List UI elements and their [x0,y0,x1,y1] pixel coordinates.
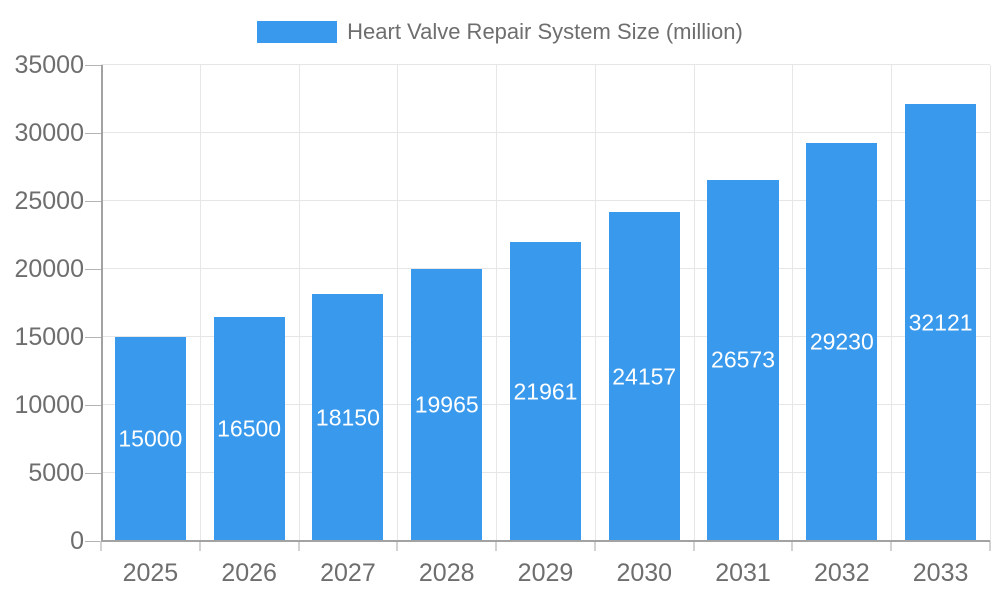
y-axis-tick [85,65,101,66]
bar-column: 32121 [891,65,990,541]
y-axis-tick-label: 0 [70,527,84,555]
bar-column: 26573 [694,65,793,541]
x-axis-category-label: 2027 [320,559,376,587]
y-axis-tick [85,473,101,474]
y-axis-tick [85,337,101,338]
bar-column: 24157 [595,65,694,541]
legend-series-label: Heart Valve Repair System Size (million) [347,19,743,44]
v-gridline [298,65,300,541]
x-axis-category-label: 2033 [912,559,969,587]
x-axis-category-label: 2030 [616,559,673,587]
bar-2028[interactable]: 19965 [411,269,483,541]
x-axis-tick [692,541,695,551]
bar-2031[interactable]: 26573 [707,179,779,541]
bar-value-label: 21961 [513,378,578,405]
v-gridline [990,65,991,541]
x-axis-tick [791,541,794,551]
bar-2025[interactable]: 15000 [114,337,186,541]
x-axis-line [101,540,990,542]
x-axis-category-label: 2029 [517,559,574,587]
x-axis-tick [495,541,498,551]
bar-2030[interactable]: 24157 [608,212,680,541]
v-gridline [693,65,695,541]
h-gridline [101,200,990,201]
bar-2032[interactable]: 29230 [806,143,878,541]
bar-2029[interactable]: 21961 [509,242,582,541]
x-axis-tick [198,541,201,551]
bar-2027[interactable]: 18150 [312,294,384,541]
x-axis-tick [297,541,300,551]
x-axis-category-label: 2025 [122,559,179,587]
x-axis-tick [989,541,991,551]
y-axis-tick [85,541,101,542]
h-gridline [101,132,990,133]
x-axis-tick [396,541,399,551]
bar-2033[interactable]: 32121 [905,104,977,541]
bar-column: 21961 [496,65,595,541]
bar-column: 16500 [200,65,299,541]
bar-value-label: 24157 [612,363,677,390]
v-gridline [594,65,596,541]
bar-value-label: 19965 [414,391,479,418]
y-axis-tick [85,269,101,270]
bar-value-label: 18150 [315,404,380,431]
plot-area: 15000 16500 18150 19965 21961 24157 26573 29230… [101,64,991,542]
h-gridline [101,64,990,65]
legend[interactable]: Heart Valve Repair System Size (million) [0,21,1000,43]
v-gridline [199,65,201,541]
x-axis-category-label: 2026 [221,559,277,587]
x-axis-tick [100,541,102,551]
y-axis-tick [85,133,101,134]
bar-column: 15000 [101,65,200,541]
x-axis-category-label: 2028 [418,559,475,587]
y-axis-tick [85,405,101,406]
y-axis-tick-label: 30000 [14,119,84,147]
y-axis-tick [85,201,101,202]
v-gridline [496,65,498,541]
legend-color-swatch [257,21,338,43]
y-axis-tick-label: 10000 [14,391,84,419]
x-axis-tick [593,541,596,551]
bar-value-label: 15000 [118,425,183,452]
bar-column: 29230 [792,65,891,541]
y-axis-tick-label: 15000 [14,323,84,351]
y-axis-tick-label: 20000 [14,255,84,283]
bar-value-label: 29230 [809,328,874,355]
y-axis-line [101,65,103,541]
v-gridline [891,65,893,541]
y-axis-tick-label: 25000 [14,187,84,215]
bar-value-label: 32121 [908,309,973,336]
x-axis-category-label: 2032 [814,559,870,587]
bar-column: 18150 [299,65,398,541]
v-gridline [397,65,399,541]
x-axis-tick [890,541,893,551]
bar-value-label: 16500 [217,415,282,442]
y-axis-tick-label: 5000 [28,459,84,487]
bar-2026[interactable]: 16500 [213,316,285,541]
bar-value-label: 26573 [711,346,775,373]
y-axis-tick-label: 35000 [14,51,84,79]
bar-column: 19965 [397,65,496,541]
x-axis-category-label: 2031 [715,559,771,587]
v-gridline [792,65,794,541]
